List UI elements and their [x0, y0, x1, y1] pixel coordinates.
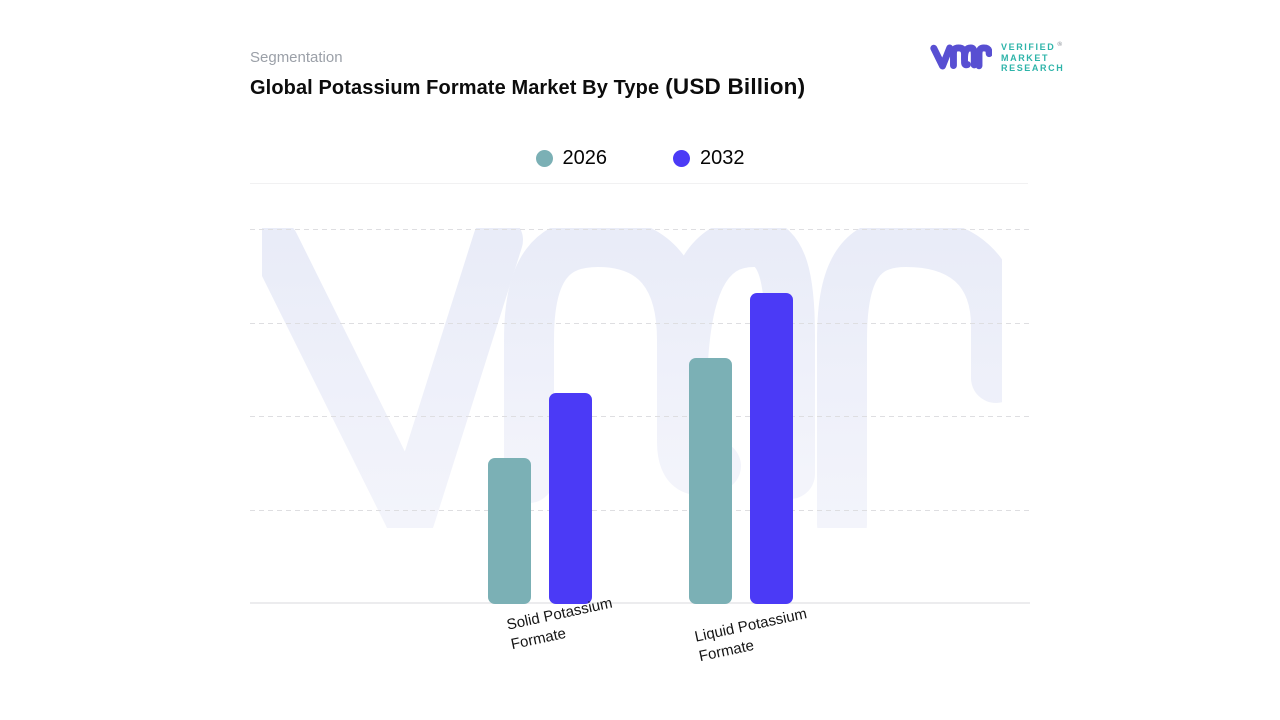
legend-divider [250, 183, 1028, 184]
legend: 2026 2032 [250, 147, 1030, 170]
gridline [250, 229, 1030, 230]
gridline [250, 509, 1030, 511]
legend-item-2032[interactable]: 2032 [673, 147, 745, 170]
category-label: Liquid Potassium Formate [693, 605, 809, 666]
plot-area: Solid Potassium Formate Liquid Potassium … [249, 184, 1030, 665]
bar-2032-liquid-potassium-formate[interactable] [749, 293, 793, 604]
title-main: Global Potassium Formate Market By Type [250, 77, 660, 99]
page-title: Global Potassium Formate Market By Type(… [250, 74, 805, 100]
eyebrow-segmentation: Segmentation [250, 49, 343, 66]
bar-2026-liquid-potassium-formate[interactable] [688, 358, 732, 604]
title-unit: (USD Billion) [665, 74, 806, 99]
vmr-logo-icon [930, 44, 992, 70]
legend-item-2026[interactable]: 2026 [535, 147, 608, 170]
x-axis-baseline [250, 602, 1030, 604]
bar-2032-solid-potassium-formate[interactable] [548, 393, 592, 604]
gridline [250, 416, 1030, 417]
gridline [250, 322, 1030, 324]
legend-label-2026: 2026 [562, 147, 608, 169]
vmr-wordmark: VERIFIED ® MARKET RESEARCH [1001, 41, 1065, 73]
bar-2026-solid-potassium-formate[interactable] [487, 458, 531, 604]
registered-mark: ® [1057, 41, 1063, 48]
legend-dot-2032 [673, 150, 690, 167]
vmr-watermark [249, 215, 1021, 549]
vmr-logo: VERIFIED ® MARKET RESEARCH [930, 40, 1064, 74]
legend-dot-2026 [535, 150, 553, 167]
legend-label-2032: 2032 [700, 147, 745, 169]
